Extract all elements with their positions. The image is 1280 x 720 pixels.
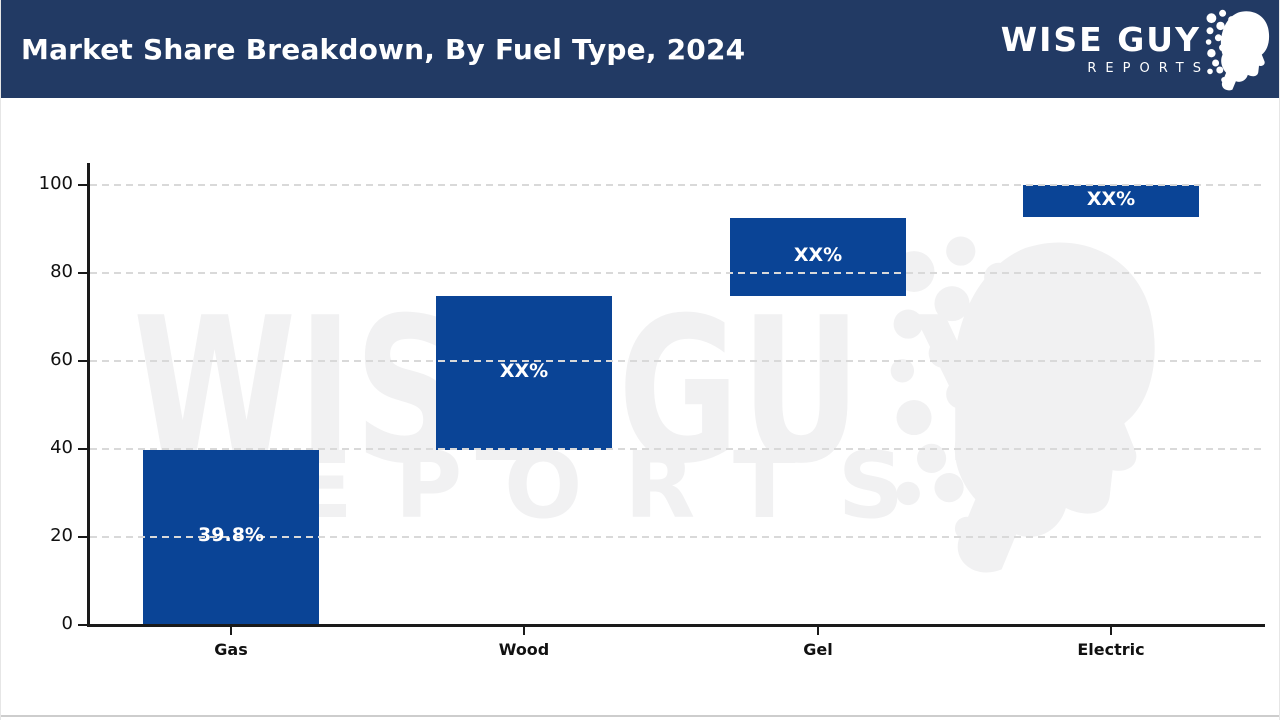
wiseguy-face-icon [1205,9,1270,91]
x-tick-electric [1110,627,1112,635]
bar-electric [1023,185,1199,218]
gridline-20 [90,536,1263,538]
logo-subtitle: REPORTS [1087,60,1210,76]
y-tick-label-100: 100 [38,173,73,194]
header: Market Share Breakdown, By Fuel Type, 20… [1,0,1279,98]
x-tick-gas [230,627,232,635]
x-category-label-wood: Wood [498,640,550,659]
bar-label-wood: XX% [499,359,549,382]
y-tick-label-0: 0 [61,613,73,634]
x-category-label-electric: Electric [1077,640,1145,659]
y-tick-20 [78,536,87,538]
x-category-label-gas: Gas [214,640,248,659]
y-tick-40 [78,448,87,450]
y-axis-line [87,163,90,627]
logo-wordmark: WISE GUY [1000,19,1201,59]
x-axis-line [87,624,1265,627]
y-tick-60 [78,360,87,362]
y-tick-100 [78,184,87,186]
y-tick-label-20: 20 [50,525,73,546]
gridline-80 [90,272,1263,274]
x-tick-gel [817,627,819,635]
x-tick-wood [523,627,525,635]
logo-text: WISE GUY REPORTS [1001,23,1201,76]
gridline-60 [90,360,1263,362]
wiseguy-logo: WISE GUY REPORTS [1001,7,1273,91]
bottom-border [1,715,1279,717]
y-tick-0 [78,624,87,626]
gridline-40 [90,448,1263,450]
y-tick-80 [78,272,87,274]
x-category-label-gel: Gel [803,640,833,659]
bar-label-gel: XX% [793,243,843,266]
bar-gel [730,218,906,296]
bar-label-gas: 39.8% [198,524,264,547]
y-tick-label-80: 80 [50,261,73,282]
y-tick-label-40: 40 [50,437,73,458]
page-title: Market Share Breakdown, By Fuel Type, 20… [21,32,746,66]
bar-wood [436,295,612,450]
gridline-100 [90,184,1263,186]
y-tick-label-60: 60 [50,349,73,370]
bar-label-electric: XX% [1086,188,1136,211]
